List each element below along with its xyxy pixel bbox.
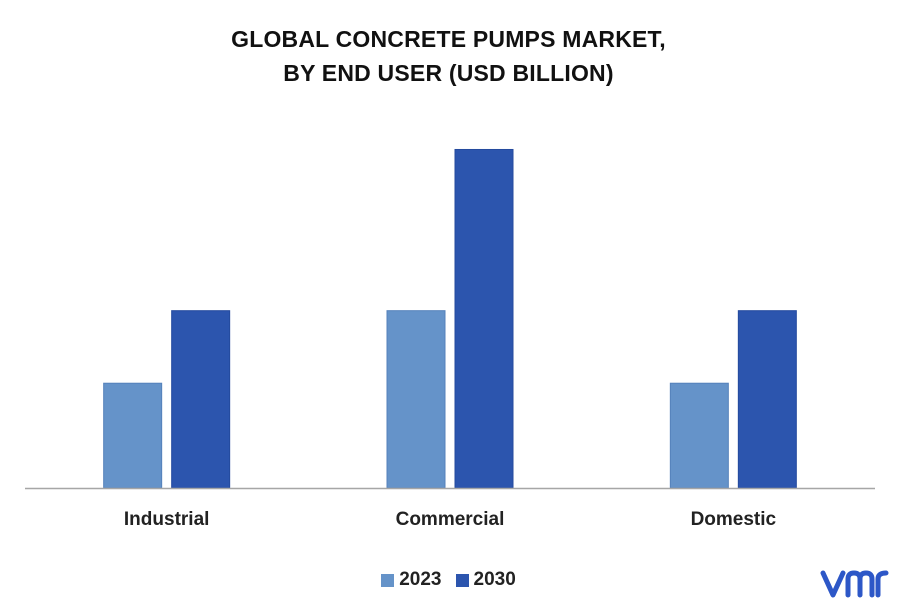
bar-domestic-2030 xyxy=(737,310,797,489)
bar-industrial-2030 xyxy=(171,310,231,489)
bar-domestic-2023 xyxy=(669,382,729,489)
legend-swatch-2023 xyxy=(381,573,395,587)
legend-item-2023: 2023 xyxy=(381,569,442,591)
legend-swatch-2030 xyxy=(455,573,469,587)
bar-industrial-2023 xyxy=(103,382,163,489)
vmr-logo-icon xyxy=(820,570,889,598)
x-tick-label-commercial: Commercial xyxy=(396,509,505,530)
legend-label-2023: 2023 xyxy=(399,569,442,590)
chart-title: GLOBAL CONCRETE PUMPS MARKET, BY END USE… xyxy=(0,22,897,90)
legend: 2023 2030 xyxy=(0,566,897,594)
bar-commercial-2030 xyxy=(454,148,514,489)
chart-title-line-2: BY END USER (USD BILLION) xyxy=(283,60,614,86)
x-tick-label-industrial: Industrial xyxy=(124,509,210,530)
x-tick-label-domestic: Domestic xyxy=(691,509,777,530)
legend-label-2030: 2030 xyxy=(473,569,516,590)
chart-title-line-1: GLOBAL CONCRETE PUMPS MARKET, xyxy=(231,26,666,52)
bar-commercial-2023 xyxy=(386,310,446,489)
legend-item-2030: 2030 xyxy=(455,569,516,591)
